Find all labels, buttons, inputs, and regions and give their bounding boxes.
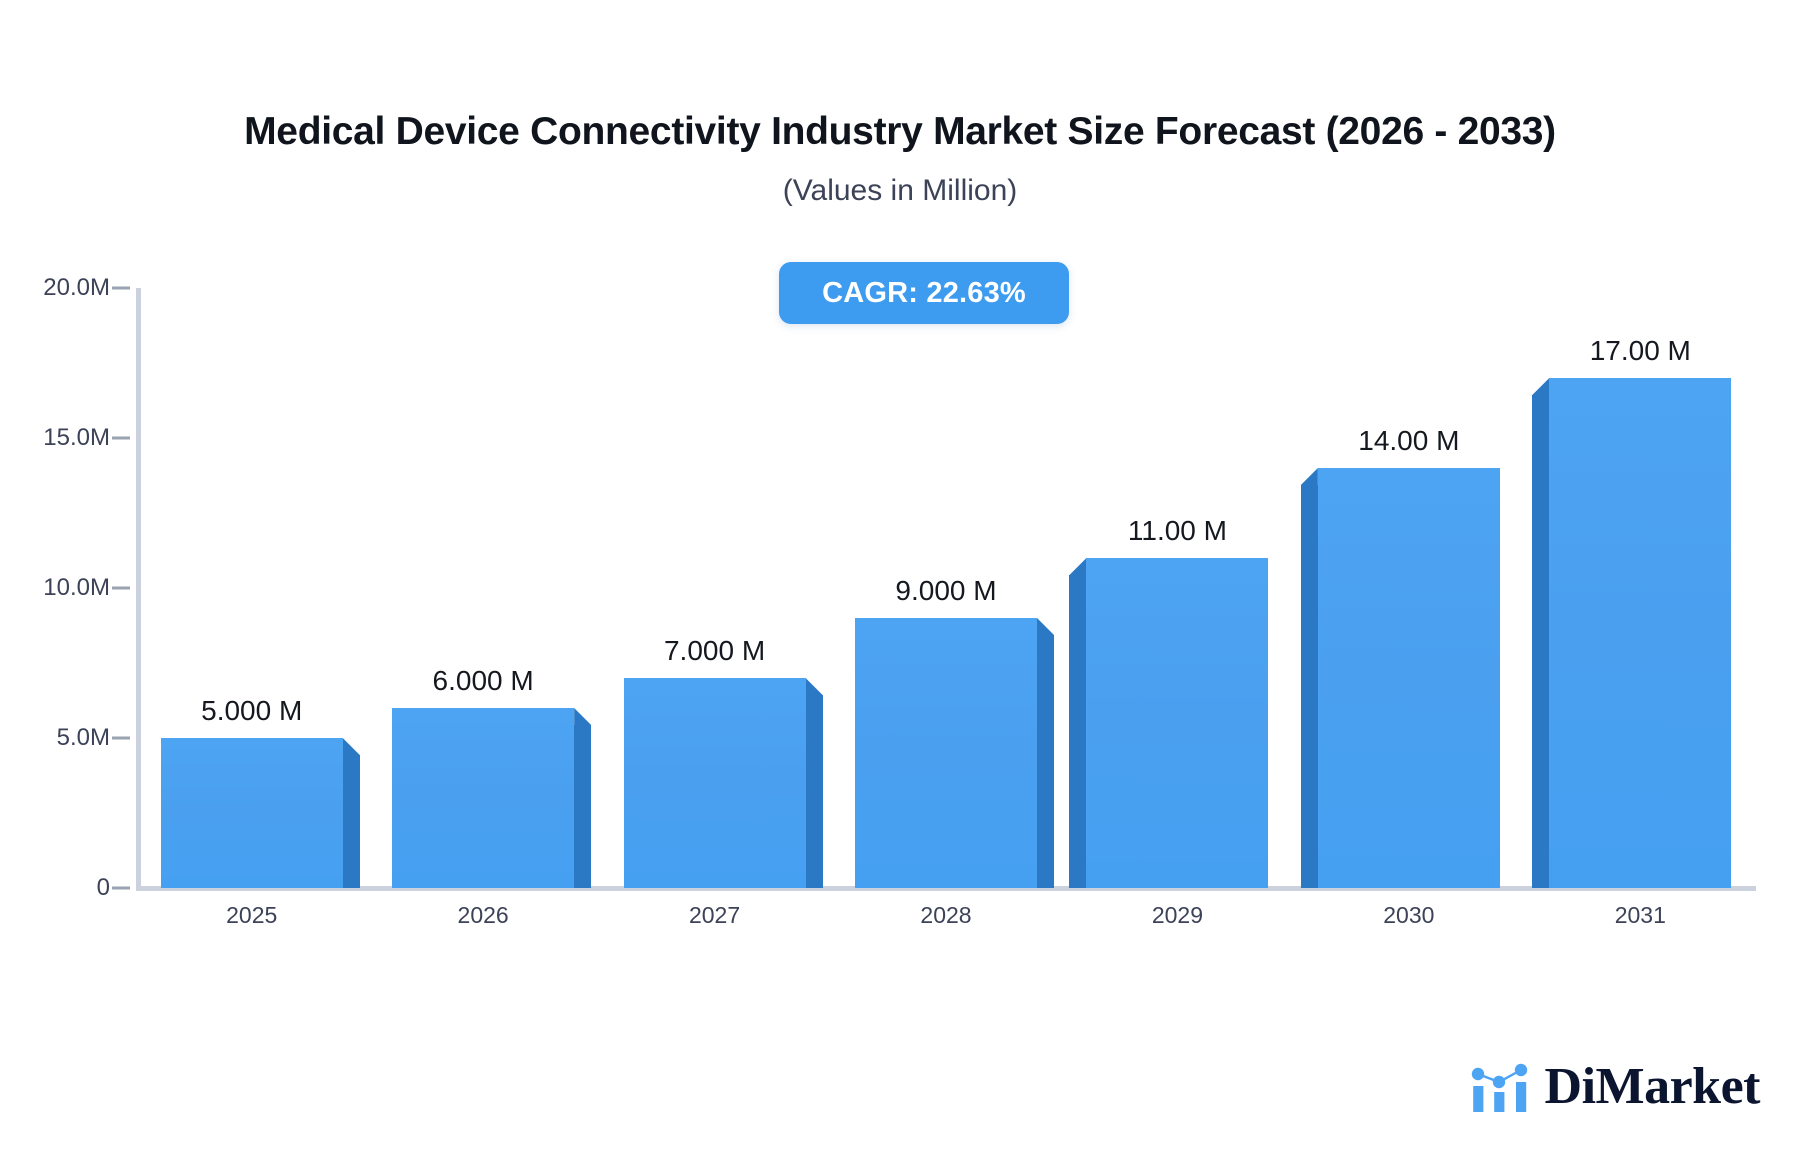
x-tick-label: 2025 <box>226 902 278 928</box>
y-tick-mark <box>112 886 130 890</box>
bar-value-label: 17.00 M <box>1589 335 1691 366</box>
bar-front-face <box>160 738 343 888</box>
bar-column: 17.00 M <box>1532 335 1732 888</box>
y-tick-label: 5.0M <box>56 724 110 751</box>
bar-column: 5.000 M <box>160 695 360 888</box>
y-tick-mark <box>112 286 130 290</box>
bar-top-bevel <box>1069 558 1087 575</box>
bar-side-face <box>1037 635 1054 888</box>
bar-value-label: 9.000 M <box>895 575 997 606</box>
x-tick-label: 2026 <box>457 902 509 928</box>
x-axis-line <box>136 886 1756 891</box>
cagr-badge: CAGR: 22.63% <box>779 262 1069 324</box>
y-tick-label: 0 <box>96 874 110 901</box>
bar-value-label: 7.000 M <box>663 635 766 666</box>
y-tick-mark <box>112 586 130 590</box>
bar-side-face <box>805 695 823 888</box>
x-tick-label: 2028 <box>920 902 972 928</box>
bar-front-face <box>855 618 1037 888</box>
bar-value-label: 14.00 M <box>1358 425 1460 456</box>
y-tick-label: 10.0M <box>43 574 110 601</box>
bar-front-face <box>623 678 806 888</box>
y-tick-label: 20.0M <box>43 274 110 301</box>
bar-value-label: 11.00 M <box>1127 515 1227 546</box>
bar-column: 14.00 M <box>1300 425 1500 888</box>
bar-side-face <box>1300 485 1318 888</box>
bar-front-face <box>1317 468 1500 888</box>
x-tick-label: 2031 <box>1614 902 1666 928</box>
bar-value-label: 6.000 M <box>432 665 534 696</box>
bar-side-face <box>1069 575 1087 888</box>
bar-value-label: 5.000 M <box>201 695 303 726</box>
bar-chart-icon <box>1471 1063 1527 1112</box>
y-tick-label: 15.0M <box>43 424 110 451</box>
brand-logo-text: DiMarket <box>1544 1058 1761 1115</box>
y-tick-mark <box>112 736 130 740</box>
page-title: Medical Device Connectivity Industry Mar… <box>244 110 1556 153</box>
bar-top-bevel <box>1532 378 1550 395</box>
x-tick-label: 2029 <box>1151 902 1204 928</box>
brand-logo: DiMarket <box>1471 1058 1761 1115</box>
bar-column: 11.00 M <box>1069 515 1269 888</box>
y-tick-mark <box>112 436 130 440</box>
bar-side-face <box>1532 395 1550 888</box>
x-tick-label: 2027 <box>688 902 741 928</box>
bar-front-face <box>1549 378 1732 888</box>
bar-front-face <box>392 708 575 888</box>
bar-top-bevel <box>1300 468 1318 485</box>
bar-side-face <box>342 755 360 888</box>
bar-top-bevel <box>805 678 823 695</box>
bar-column: 7.000 M <box>623 635 823 888</box>
bar-column: 6.000 M <box>392 665 592 888</box>
bar-top-bevel <box>574 708 592 725</box>
bar-top-bevel <box>342 738 360 755</box>
bar-side-face <box>574 725 592 888</box>
x-tick-label: 2030 <box>1383 902 1435 928</box>
page-subtitle: (Values in Million) <box>782 174 1018 207</box>
bar-front-face <box>1086 558 1269 888</box>
bar-top-bevel <box>1037 618 1054 635</box>
bar-column: 9.000 M <box>855 575 1054 888</box>
bar-series: 5.000 M 6.000 M 7.000 M 9.000 M 11.00 M 14.00… <box>136 288 1756 888</box>
cagr-badge-label: CAGR: 22.63% <box>822 276 1026 309</box>
y-axis-line <box>136 288 141 888</box>
